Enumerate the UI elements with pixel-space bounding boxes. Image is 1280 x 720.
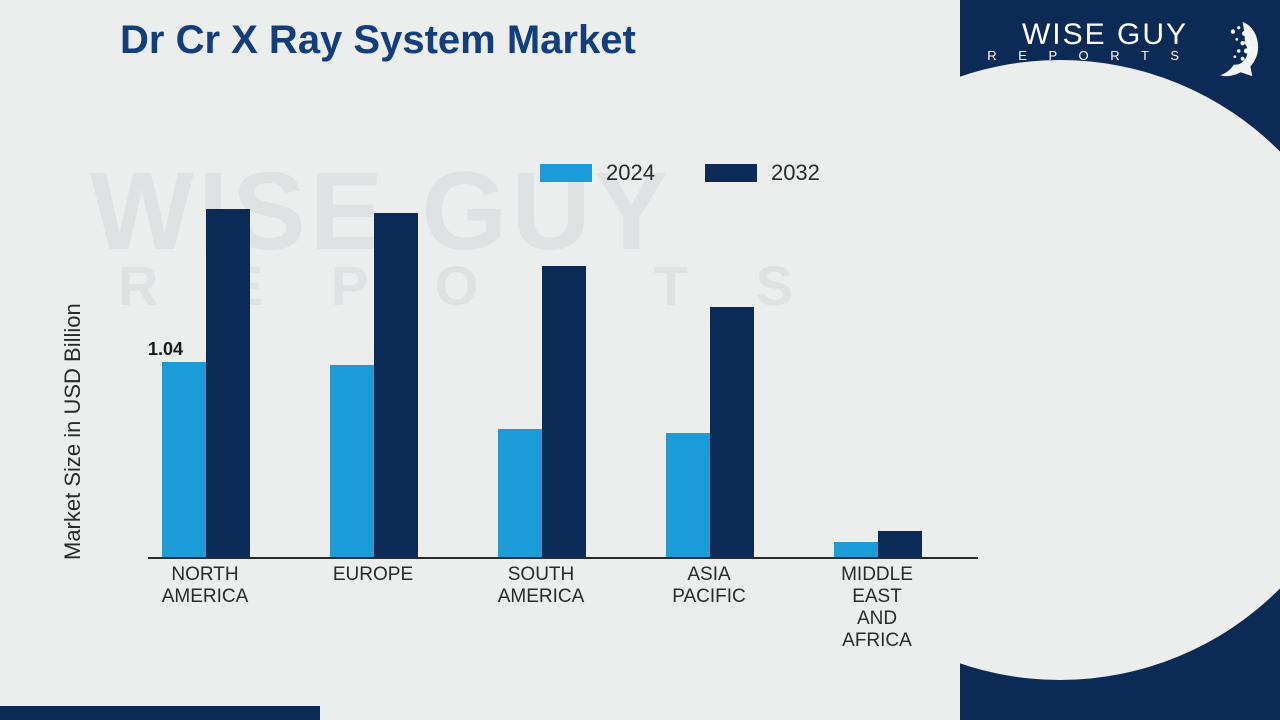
legend: 2024 2032	[540, 160, 820, 186]
page-title: Dr Cr X Ray System Market	[120, 18, 636, 63]
bar	[498, 429, 542, 557]
legend-label-2024: 2024	[606, 160, 655, 186]
bar-group	[822, 200, 972, 557]
legend-label-2032: 2032	[771, 160, 820, 186]
x-axis-line	[148, 557, 978, 559]
bottom-accent-strip	[0, 706, 320, 720]
bar	[206, 209, 250, 557]
bar-group	[654, 200, 804, 557]
bar-group	[318, 200, 468, 557]
bar-value-label: 1.04	[148, 339, 183, 360]
bar	[710, 307, 754, 557]
bar	[330, 365, 374, 557]
page: WISE GUY R E P O R T S WISE GUY R E P O …	[0, 0, 1280, 720]
legend-item-2024: 2024	[540, 160, 655, 186]
bar	[374, 213, 418, 557]
category-label: NORTHAMERICA	[130, 564, 280, 608]
category-label: SOUTHAMERICA	[466, 564, 616, 608]
legend-swatch-2024	[540, 164, 592, 182]
brand-line1: WISE GUY	[987, 18, 1188, 52]
legend-item-2032: 2032	[705, 160, 820, 186]
bar-group	[486, 200, 636, 557]
bar	[878, 531, 922, 557]
y-axis-label: Market Size in USD Billion	[60, 303, 86, 560]
brand-line2: R E P O R T S	[987, 48, 1188, 63]
category-label: EUROPE	[298, 564, 448, 586]
brand-logo: WISE GUY R E P O R T S	[987, 18, 1188, 63]
bar-group: 1.04	[150, 200, 300, 557]
category-label: MIDDLEEASTANDAFRICA	[802, 564, 952, 651]
bar	[834, 542, 878, 557]
bar	[542, 266, 586, 557]
bar	[666, 433, 710, 557]
bar	[162, 362, 206, 557]
brain-head-icon	[1200, 18, 1262, 80]
legend-swatch-2032	[705, 164, 757, 182]
category-label: ASIAPACIFIC	[634, 564, 784, 608]
